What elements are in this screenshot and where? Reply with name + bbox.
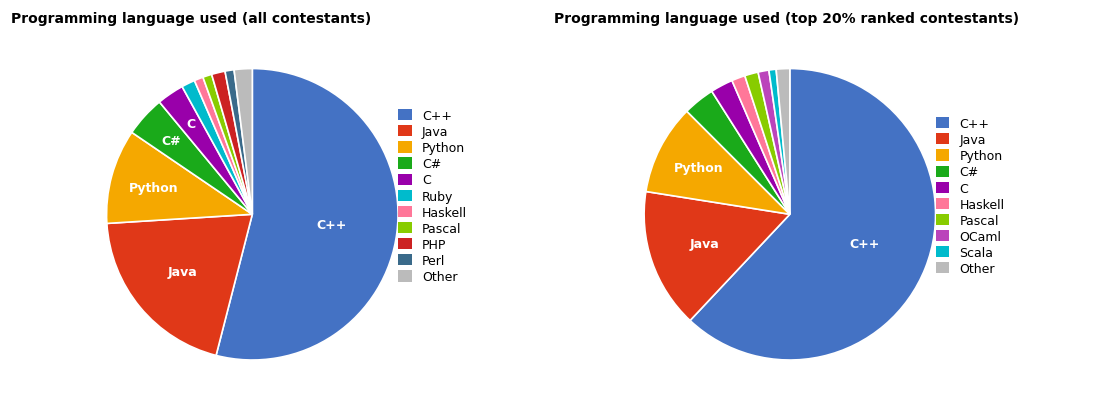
- Text: Java: Java: [168, 266, 197, 279]
- Wedge shape: [690, 69, 936, 360]
- Legend: C++, Java, Python, C#, C, Ruby, Haskell, Pascal, PHP, Perl, Other: C++, Java, Python, C#, C, Ruby, Haskell,…: [398, 110, 467, 283]
- Wedge shape: [644, 192, 790, 321]
- Wedge shape: [234, 69, 252, 215]
- Text: Programming language used (all contestants): Programming language used (all contestan…: [11, 12, 371, 26]
- Wedge shape: [216, 69, 398, 360]
- Wedge shape: [776, 69, 790, 215]
- Wedge shape: [203, 75, 252, 215]
- Wedge shape: [745, 73, 790, 215]
- Text: Programming language used (top 20% ranked contestants): Programming language used (top 20% ranke…: [554, 12, 1019, 26]
- Wedge shape: [182, 81, 252, 215]
- Legend: C++, Java, Python, C#, C, Haskell, Pascal, OCaml, Scala, Other: C++, Java, Python, C#, C, Haskell, Pasca…: [936, 118, 1005, 275]
- Text: C++: C++: [317, 218, 347, 231]
- Wedge shape: [769, 70, 790, 215]
- Wedge shape: [106, 215, 252, 356]
- Text: C#: C#: [161, 135, 181, 148]
- Text: Java: Java: [690, 237, 720, 250]
- Wedge shape: [212, 72, 252, 215]
- Wedge shape: [712, 81, 790, 215]
- Wedge shape: [758, 71, 790, 215]
- Wedge shape: [687, 92, 790, 215]
- Text: C++: C++: [849, 238, 880, 251]
- Wedge shape: [646, 112, 790, 215]
- Wedge shape: [225, 71, 252, 215]
- Wedge shape: [106, 133, 252, 224]
- Text: Python: Python: [675, 162, 724, 175]
- Wedge shape: [132, 103, 252, 215]
- Text: Python: Python: [129, 181, 179, 195]
- Wedge shape: [159, 88, 252, 215]
- Wedge shape: [732, 76, 790, 215]
- Wedge shape: [194, 78, 252, 215]
- Text: C: C: [186, 118, 195, 131]
